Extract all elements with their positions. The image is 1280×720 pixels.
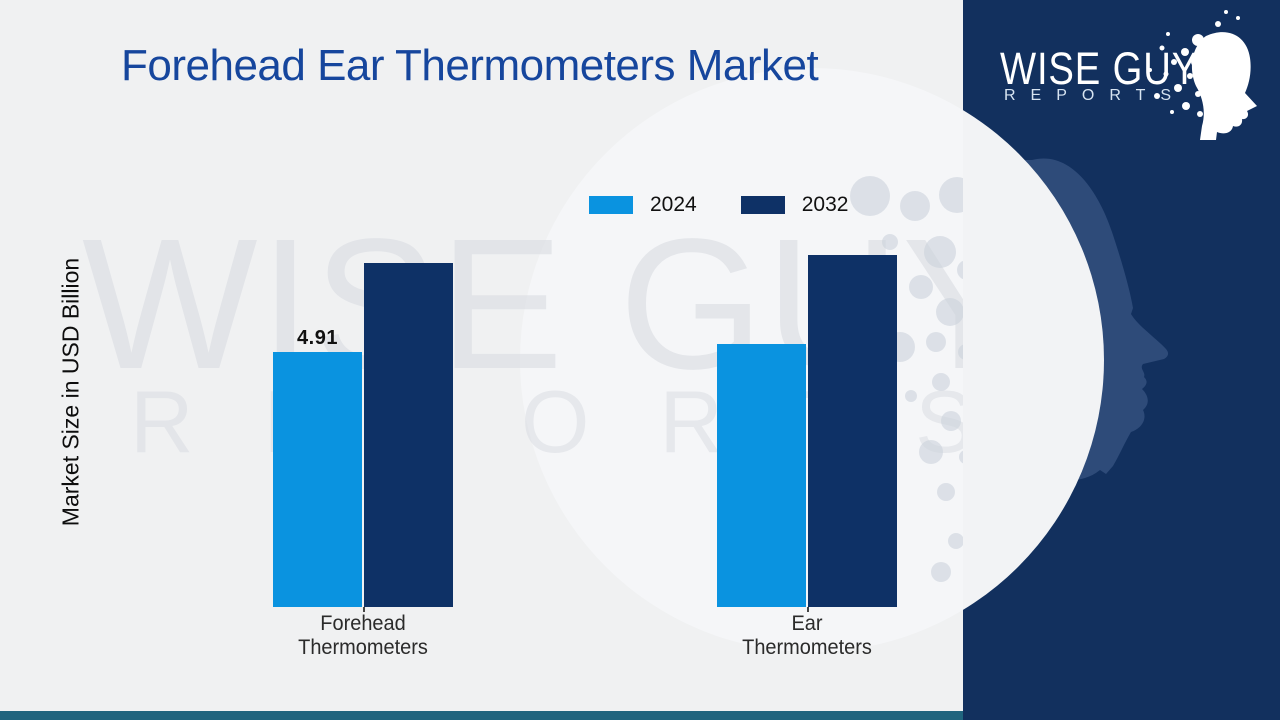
legend-swatch-2024 (589, 196, 633, 214)
x-axis-tick (807, 607, 809, 612)
logo-wordmark: WISE GUY (1000, 43, 1199, 94)
category-label-forehead-thermometers: Forehead Thermometers (298, 612, 428, 659)
chart-legend: 2024 2032 (589, 192, 848, 218)
category-label-ear-thermometers: Ear Thermometers (742, 612, 872, 659)
bar-2024-forehead-thermometers (273, 352, 362, 607)
x-axis-tick (363, 607, 365, 612)
legend-label-2024: 2024 (650, 193, 697, 216)
legend-item-2032: 2032 (740, 193, 849, 217)
bottom-accent-strip (0, 711, 1280, 720)
y-axis-label: Market Size in USD Billion (57, 257, 84, 527)
logo-subtitle: REPORTS (1004, 87, 1187, 104)
legend-item-2024: 2024 (589, 193, 697, 217)
bar-2024-ear-thermometers (717, 344, 806, 607)
panel-circle-cut (963, 110, 1104, 610)
bar-2032-ear-thermometers (808, 255, 897, 607)
bar-value-label: 4.91 (297, 327, 338, 349)
page-title: Forehead Ear Thermometers Market (121, 41, 819, 90)
legend-swatch-2032 (740, 196, 785, 214)
bar-2032-forehead-thermometers (364, 263, 453, 607)
logo-face-icon (1148, 10, 1257, 140)
logo-face-dots (1148, 10, 1240, 117)
legend-label-2032: 2032 (801, 193, 849, 216)
